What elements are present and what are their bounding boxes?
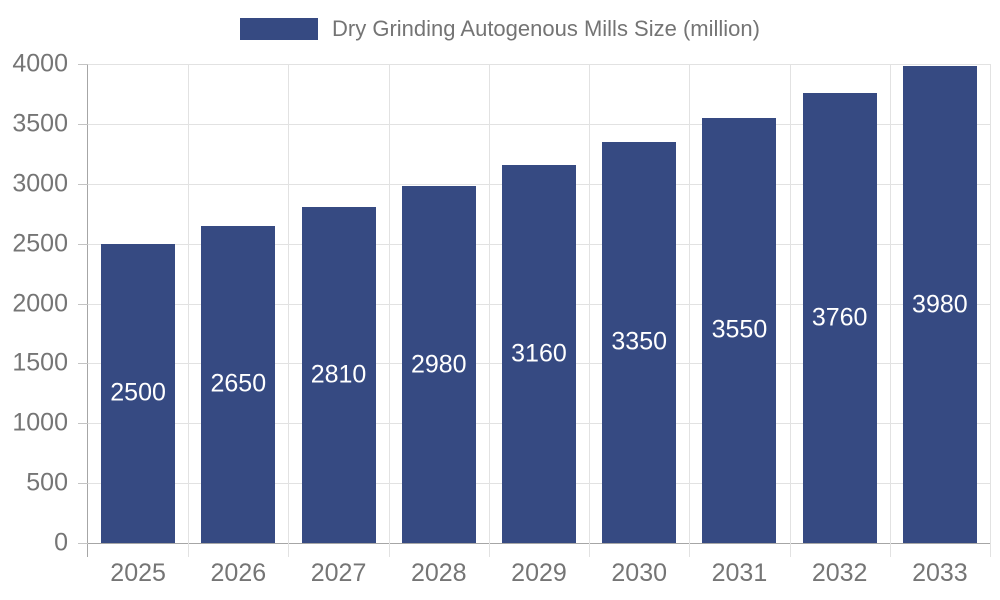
x-axis-line xyxy=(88,543,990,544)
bar-column: 2810 2027 xyxy=(288,64,388,587)
bar-column: 3760 2032 xyxy=(790,64,890,587)
category-boundary-gridline xyxy=(388,64,390,557)
category-boundary-gridline xyxy=(589,64,591,557)
y-axis-line xyxy=(87,64,88,557)
gridline xyxy=(88,64,990,65)
bar-column: 3350 2030 xyxy=(589,64,689,587)
legend-label: Dry Grinding Autogenous Mills Size (mill… xyxy=(332,16,760,41)
y-axis-tick xyxy=(78,363,88,365)
bar-column: 2980 2028 xyxy=(389,64,489,587)
y-tick-label: 1500 xyxy=(12,348,68,377)
category-boundary-gridline xyxy=(488,64,490,557)
bar-column: 2650 2026 xyxy=(188,64,288,587)
bar-column: 3980 2033 xyxy=(890,64,990,587)
bar-value-label: 2810 xyxy=(310,360,367,389)
x-tick-label: 2029 xyxy=(511,559,567,587)
bar-value-label: 3350 xyxy=(611,327,668,356)
x-tick-label: 2031 xyxy=(711,559,768,587)
category-boundary-gridline xyxy=(889,64,891,557)
y-tick-label: 0 xyxy=(54,528,68,557)
bar-column: 3550 2031 xyxy=(689,64,789,587)
y-tick-label: 3500 xyxy=(12,109,68,138)
bar-value-label: 2500 xyxy=(110,378,166,407)
bar[interactable]: 3550 xyxy=(702,117,777,543)
bar[interactable]: 3760 xyxy=(802,92,877,543)
category-boundary-gridline xyxy=(689,64,691,557)
bar[interactable]: 2650 xyxy=(201,225,276,543)
y-axis-tick xyxy=(78,243,88,245)
y-tick-label: 1000 xyxy=(12,408,68,437)
bar[interactable]: 2980 xyxy=(401,186,476,543)
y-axis-tick xyxy=(78,303,88,305)
y-tick-label: 3000 xyxy=(12,169,68,198)
gridline xyxy=(88,123,990,125)
bar-value-label: 2980 xyxy=(410,350,467,379)
category-boundary-gridline xyxy=(288,64,290,557)
legend-swatch xyxy=(240,18,319,40)
bar-value-label: 3980 xyxy=(912,290,968,319)
y-axis-tick xyxy=(78,543,88,544)
y-tick-label: 4000 xyxy=(12,49,68,78)
bar[interactable]: 2500 xyxy=(101,243,176,543)
x-tick-label: 2026 xyxy=(210,559,267,587)
x-tick-label: 2030 xyxy=(611,559,668,587)
x-tick-label: 2025 xyxy=(110,559,166,587)
category-boundary-gridline xyxy=(789,64,791,557)
y-tick-label: 2000 xyxy=(12,289,68,317)
y-axis-tick xyxy=(78,64,88,65)
y-tick-label: 500 xyxy=(26,468,68,497)
x-tick-label: 2028 xyxy=(410,559,467,587)
bar-value-label: 3760 xyxy=(811,303,868,332)
bar-value-label: 3160 xyxy=(511,339,567,368)
bar[interactable]: 3350 xyxy=(602,141,677,543)
bar[interactable]: 2810 xyxy=(301,206,376,543)
x-tick-label: 2033 xyxy=(912,559,968,587)
y-axis-tick xyxy=(78,423,88,425)
x-tick-label: 2032 xyxy=(811,559,868,587)
bar[interactable]: 3980 xyxy=(902,66,977,543)
category-boundary-gridline xyxy=(188,64,190,557)
category-boundary-gridline xyxy=(990,64,991,557)
y-axis-tick xyxy=(78,483,88,485)
bar[interactable]: 3160 xyxy=(502,164,576,543)
plot-area: 0 500 1000 1500 2000 2500 3000 3500 4000 2500 2025… xyxy=(12,50,991,587)
bar-value-label: 3550 xyxy=(711,315,768,344)
y-axis-tick xyxy=(78,123,88,125)
bar-column: 3160 2029 xyxy=(489,64,589,587)
bar-column: 2500 2025 xyxy=(88,64,188,587)
y-axis-tick xyxy=(78,183,88,185)
x-tick-label: 2027 xyxy=(310,559,367,587)
bar-value-label: 2650 xyxy=(210,369,267,398)
y-tick-label: 2500 xyxy=(12,229,68,258)
legend[interactable]: Dry Grinding Autogenous Mills Size (mill… xyxy=(0,18,1000,40)
